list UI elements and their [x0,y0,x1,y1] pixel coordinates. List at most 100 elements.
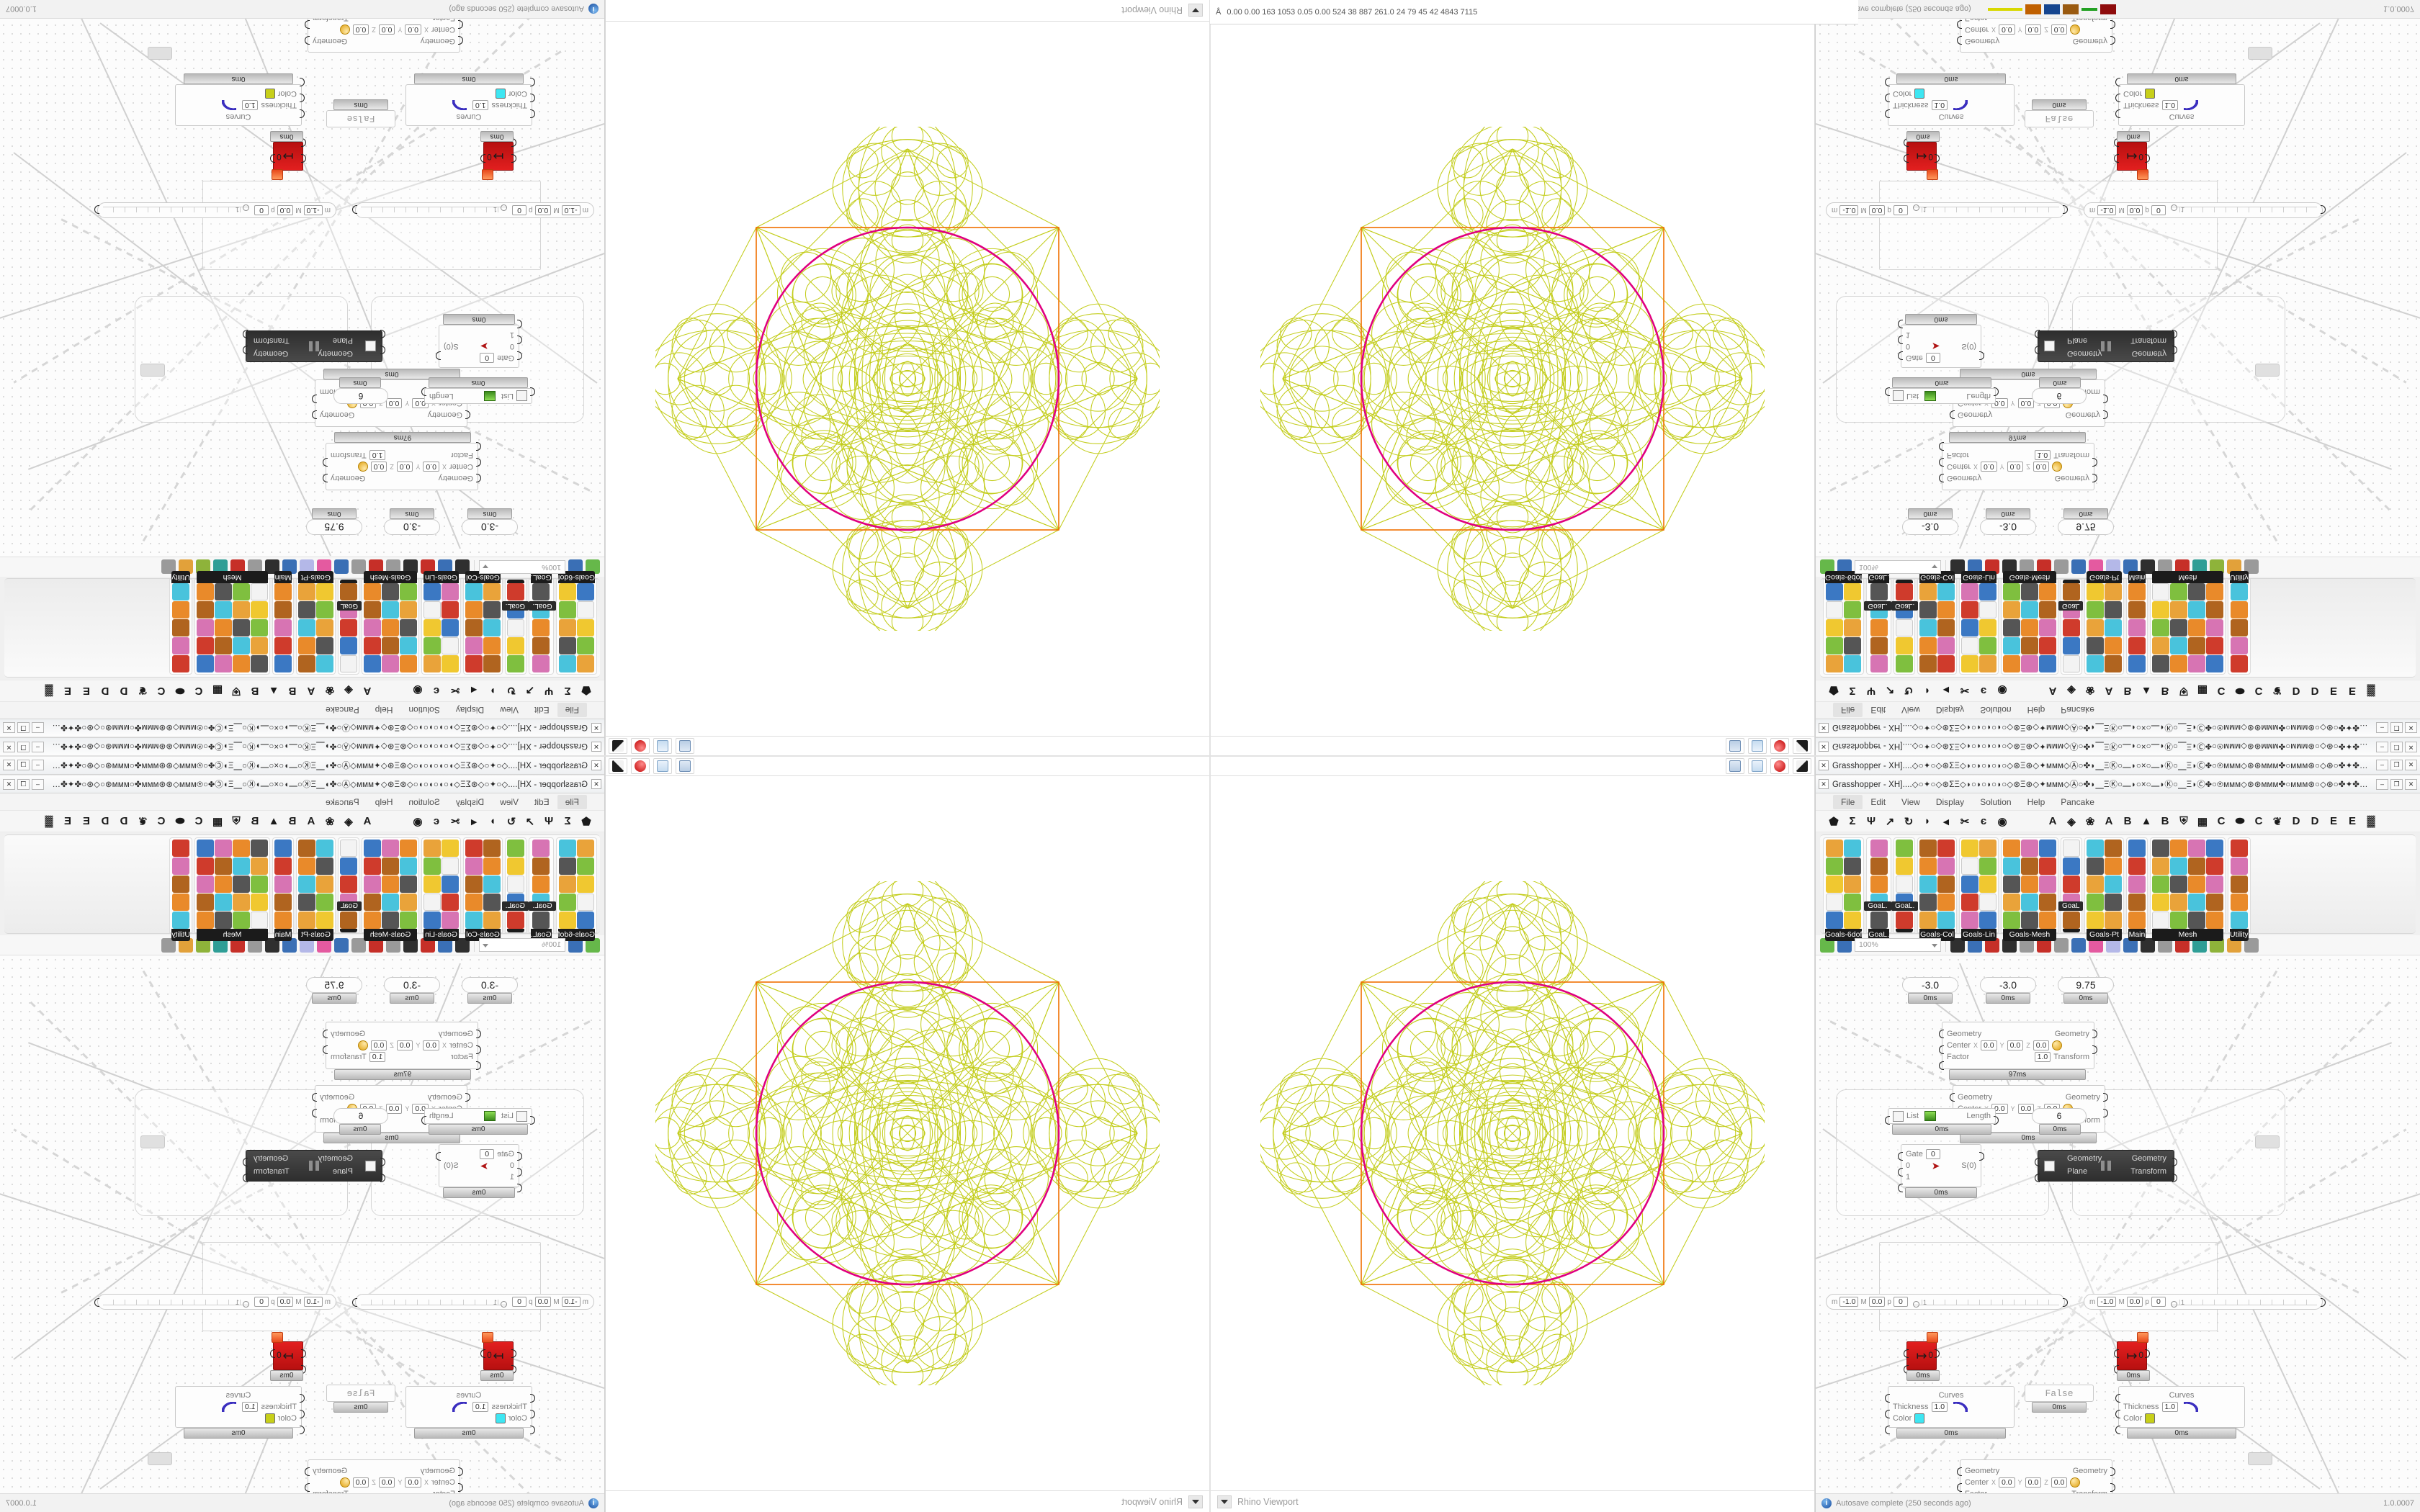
toolbar-glyph-3[interactable]: ↗ [1885,815,1895,828]
number-slider[interactable]: m -1.0 M 0.0 p 0 1 [352,1294,594,1310]
component-icon[interactable] [2230,840,2248,857]
number-slider[interactable]: m -1.0 M 0.0 p 0 1 [2084,202,2326,218]
scale-center-value-y[interactable]: 0.0 [2017,1104,2035,1114]
scale-factor-value[interactable]: 1.0 [2034,1052,2051,1062]
scale-center-value-x[interactable]: 0.0 [1999,24,2015,35]
node-output-port[interactable] [2110,1483,2115,1492]
node-input-port[interactable] [1885,109,1890,118]
toolbar-glyph-1[interactable]: Σ [564,685,571,697]
viewport-spinner-icon[interactable] [1217,1495,1232,1508]
close-icon-2[interactable]: ✕ [591,779,601,789]
component-icon[interactable] [532,637,550,654]
calculator-icon[interactable] [1726,738,1744,755]
ribbon-panel-label[interactable]: Goals-6dof [1825,929,1863,941]
minimize-button-2[interactable]: – [2376,778,2388,790]
notes-icon[interactable] [1748,757,1767,774]
ribbon-panel-unnamed-2[interactable]: GoaL. [501,579,529,675]
component-icon[interactable] [2128,655,2146,672]
gate-value[interactable]: 0 [1925,353,1940,363]
slider-min-value[interactable]: -1.0 [1839,205,1859,215]
slider-max-value[interactable]: 0.0 [2126,1297,2143,1307]
slider-max-value[interactable]: 0.0 [1868,1297,1886,1307]
transform-component[interactable]: Geometry Plane Geometry Transform [2035,1150,2177,1182]
ribbon-panel-label[interactable]: Goals-Lin [1960,929,1996,941]
titlebar-primary[interactable]: ✕ Grasshopper - XH]....◇○✦○◇⊛ΣΞ◇◗○◗○◗○◗○… [1816,775,2420,793]
slider-precision-value[interactable]: 0 [1893,205,1908,215]
ribbon-tab-glyph-5[interactable]: ▲ [2141,685,2152,697]
scale-factor-value[interactable]: 1.0 [369,450,386,460]
ribbon-panel-unnamed-2[interactable]: GoaL. [1891,579,1919,675]
component-icon[interactable] [1870,876,1888,893]
node-input-port[interactable] [1898,1152,1903,1161]
slider-track[interactable]: 1 [2170,206,2317,214]
component-icon[interactable] [1937,637,1955,654]
component-icon[interactable] [1895,655,1913,672]
component-icon[interactable] [316,840,334,857]
node-output-port[interactable] [312,410,317,419]
node-output-port[interactable] [243,1174,248,1182]
ribbon-tab-glyph-5[interactable]: ▲ [268,685,279,697]
maximize-button[interactable]: ❐ [2390,742,2403,752]
component-icon[interactable] [465,840,483,857]
notes-icon[interactable] [2054,559,2069,575]
search-icon[interactable] [2071,559,2086,575]
toolbar-glyph-8[interactable]: є [1980,815,1987,827]
ribbon-tab-glyph-0[interactable]: A [2048,685,2057,697]
maximize-button[interactable]: ❐ [17,742,30,752]
node-input-port[interactable] [458,36,463,45]
component-icon[interactable] [215,894,233,911]
scale-center-value-y[interactable]: 0.0 [385,398,403,408]
node-input-port[interactable] [300,1426,305,1434]
close-icon[interactable]: ✕ [1819,760,1829,770]
component-icon[interactable] [483,858,501,875]
count-panel[interactable]: 6 [2032,388,2087,404]
node-output-port[interactable] [2145,154,2150,163]
slider-min-value[interactable]: -1.0 [561,205,581,215]
component-icon[interactable] [1826,894,1844,911]
component-icon[interactable] [274,655,292,672]
toolbar-glyph-1[interactable]: Σ [564,815,571,827]
node-output-port[interactable] [421,1116,426,1125]
ribbon-panel-mesh[interactable]: Mesh [2149,837,2226,941]
render-green-icon[interactable] [2210,937,2224,953]
component-icon[interactable] [2169,876,2187,893]
stub-component[interactable] [2255,1135,2280,1148]
node-output-port[interactable] [305,1483,310,1492]
component-icon[interactable] [2086,619,2104,636]
component-icon[interactable] [1844,840,1862,857]
ribbon-panel-goals-col[interactable]: Goals-Col [463,837,503,941]
component-icon[interactable] [2038,894,2056,911]
component-icon[interactable] [2104,655,2122,672]
component-group[interactable] [202,181,541,270]
component-icon[interactable] [251,858,269,875]
node-output-port[interactable] [2092,474,2097,482]
ribbon-panel-label[interactable] [340,929,358,932]
ribbon-panel-goals-lin[interactable]: Goals-Lin [1958,837,1999,941]
scale-center-value-z[interactable]: 0.0 [352,24,369,35]
titlebar-secondary[interactable]: ✕ Grasshopper - XH]....◇○✦○◇⊛ΣΞ◇◗○◗○◗○◗○… [0,756,604,775]
point-picker-icon[interactable] [2070,24,2081,35]
component-icon[interactable] [1960,894,1978,911]
rhino-render-icon[interactable] [1770,738,1789,755]
component-icon[interactable] [215,858,233,875]
node-input-port[interactable] [1957,36,1962,45]
component-icon[interactable] [251,619,269,636]
ribbon-panel-utility[interactable]: Utility [2227,837,2251,941]
component-icon[interactable] [424,583,442,600]
count-panel[interactable]: 6 [2032,1108,2087,1124]
scale-center-value-z[interactable]: 0.0 [370,462,387,472]
toolbar-glyph-7[interactable]: ✂ [450,684,460,697]
scale-factor-value[interactable]: 1.0 [2034,450,2051,460]
component-icon[interactable] [2169,894,2187,911]
fit-view-icon[interactable] [1950,937,1965,953]
search-icon[interactable] [334,559,349,575]
component-icon[interactable] [1919,912,1937,929]
component-icon[interactable] [1844,637,1862,654]
balloon-icon[interactable] [2106,937,2120,953]
component-icon[interactable] [233,840,251,857]
download-icon[interactable] [1893,1110,1904,1122]
menubar[interactable]: File Edit View Display Solution Help Pancake [1816,701,2420,719]
menu-item-edit[interactable]: Edit [534,796,550,807]
component-icon[interactable] [316,876,334,893]
toolbar-glyph-7[interactable]: ✂ [1960,684,1970,697]
